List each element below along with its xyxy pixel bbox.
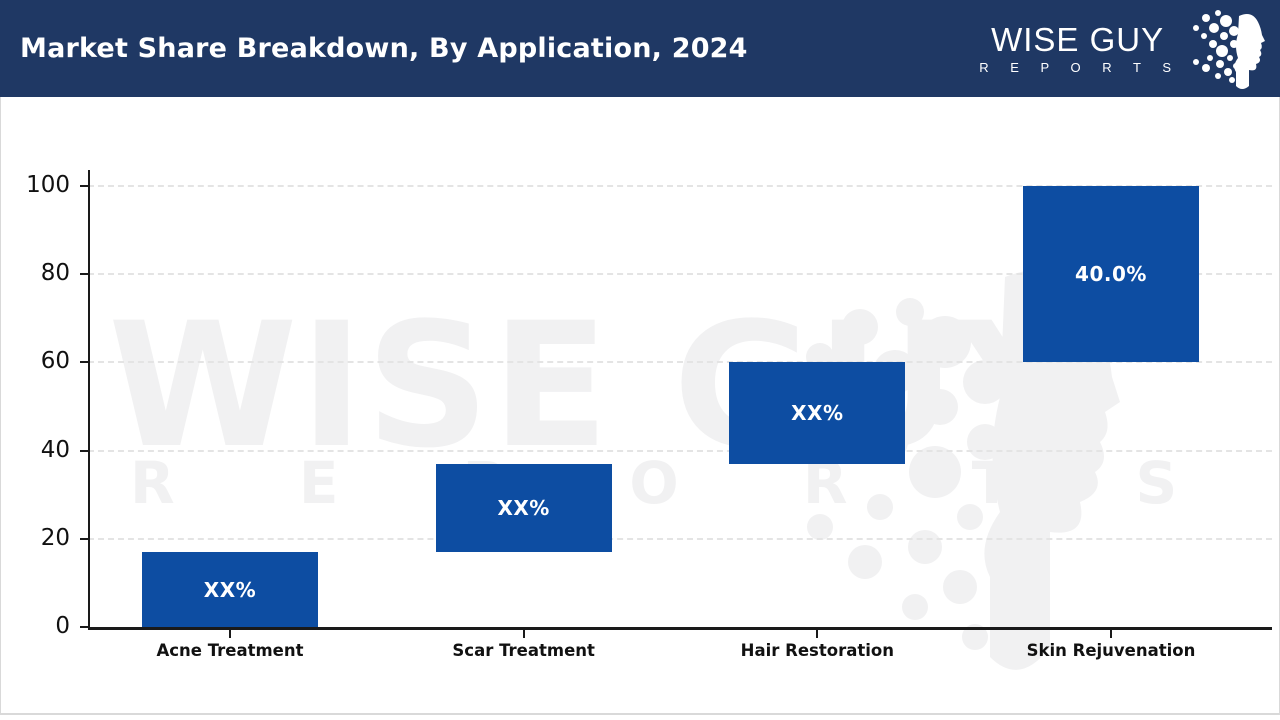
header-bar: Market Share Breakdown, By Application, …	[0, 0, 1280, 97]
gridline-20	[88, 537, 1272, 540]
y-tick-label-20: 20	[40, 524, 70, 551]
dotted-head-icon	[1193, 9, 1265, 89]
logo-sub-text: R E P O R T S	[979, 60, 1180, 75]
frame-border-bottom	[0, 713, 1280, 715]
x-tick-2	[816, 630, 819, 638]
y-tick-0	[80, 626, 88, 628]
x-tick-1	[522, 630, 525, 638]
bar-value-label: XX%	[203, 577, 257, 602]
gridline-60	[88, 361, 1272, 364]
y-tick-40	[80, 449, 88, 452]
x-tick-3	[1110, 630, 1112, 638]
wise-guy-reports-logo: WISE GUY R E P O R T S	[975, 6, 1280, 92]
category-label-2: Hair Restoration	[740, 641, 894, 660]
logo-brand-text: WISE GUY	[991, 21, 1165, 58]
bar-value-label: XX%	[791, 401, 844, 426]
bar-scar-treatment: XX%	[435, 463, 612, 553]
bar-hair-restoration: XX%	[729, 362, 906, 464]
y-tick-label-60: 60	[40, 348, 70, 375]
category-label-3: Skin Rejuvenation	[1026, 641, 1196, 660]
y-tick-60	[80, 361, 88, 364]
category-label-1: Scar Treatment	[452, 641, 595, 660]
x-axis-line	[88, 627, 1272, 630]
bar-acne-treatment: XX%	[142, 552, 318, 627]
gridline-100	[88, 185, 1272, 187]
y-tick-label-80: 80	[40, 260, 70, 287]
y-tick-label-40: 40	[40, 436, 70, 463]
bar-skin-rejuvenation: 40.0%	[1023, 186, 1199, 363]
frame-border-left	[0, 97, 1, 715]
y-axis-line	[88, 170, 90, 630]
gridline-80	[88, 273, 1272, 276]
y-tick-20	[80, 537, 88, 540]
y-tick-label-100: 100	[26, 172, 70, 198]
page-title: Market Share Breakdown, By Application, …	[20, 33, 748, 64]
y-tick-80	[80, 273, 88, 276]
bar-value-label: XX%	[497, 495, 550, 520]
logo-text: WISE GUY R E P O R T S	[975, 23, 1180, 74]
y-tick-100	[80, 185, 88, 187]
y-tick-label-0: 0	[55, 613, 70, 639]
category-label-0: Acne Treatment	[156, 641, 304, 660]
gridline-40	[88, 449, 1272, 452]
x-tick-0	[229, 630, 231, 638]
bar-value-label: 40.0%	[1075, 262, 1147, 287]
